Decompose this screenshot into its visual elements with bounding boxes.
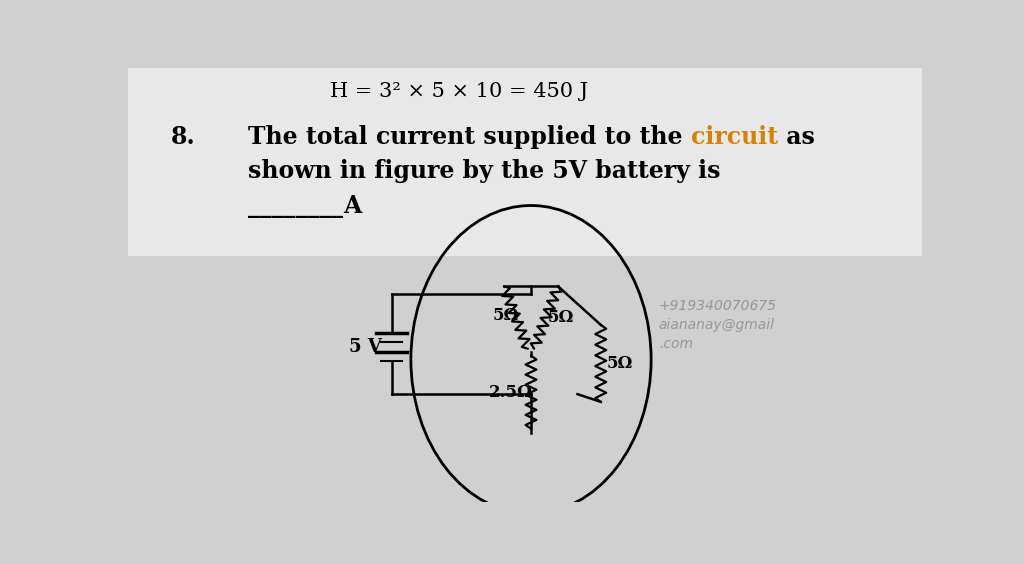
Text: 5Ω: 5Ω: [607, 355, 633, 372]
Text: as: as: [778, 125, 815, 149]
Text: aiananay@gmail: aiananay@gmail: [658, 318, 775, 332]
Text: 5 V: 5 V: [349, 338, 382, 356]
Text: +919340070675: +919340070675: [658, 298, 777, 312]
Text: circuit: circuit: [691, 125, 778, 149]
Text: 5Ω: 5Ω: [493, 307, 519, 324]
Text: The total current supplied to the: The total current supplied to the: [248, 125, 691, 149]
FancyBboxPatch shape: [128, 68, 922, 255]
Text: 5Ω: 5Ω: [548, 309, 574, 326]
Text: shown in figure by the 5V battery is: shown in figure by the 5V battery is: [248, 159, 721, 183]
Text: A: A: [343, 194, 361, 218]
Text: H = 3² × 5 × 10 = 450 J: H = 3² × 5 × 10 = 450 J: [330, 82, 588, 102]
Text: .com: .com: [658, 337, 693, 351]
Text: 2.5Ω: 2.5Ω: [488, 384, 532, 401]
Text: 8.: 8.: [171, 125, 196, 149]
Text: ________: ________: [248, 194, 343, 218]
